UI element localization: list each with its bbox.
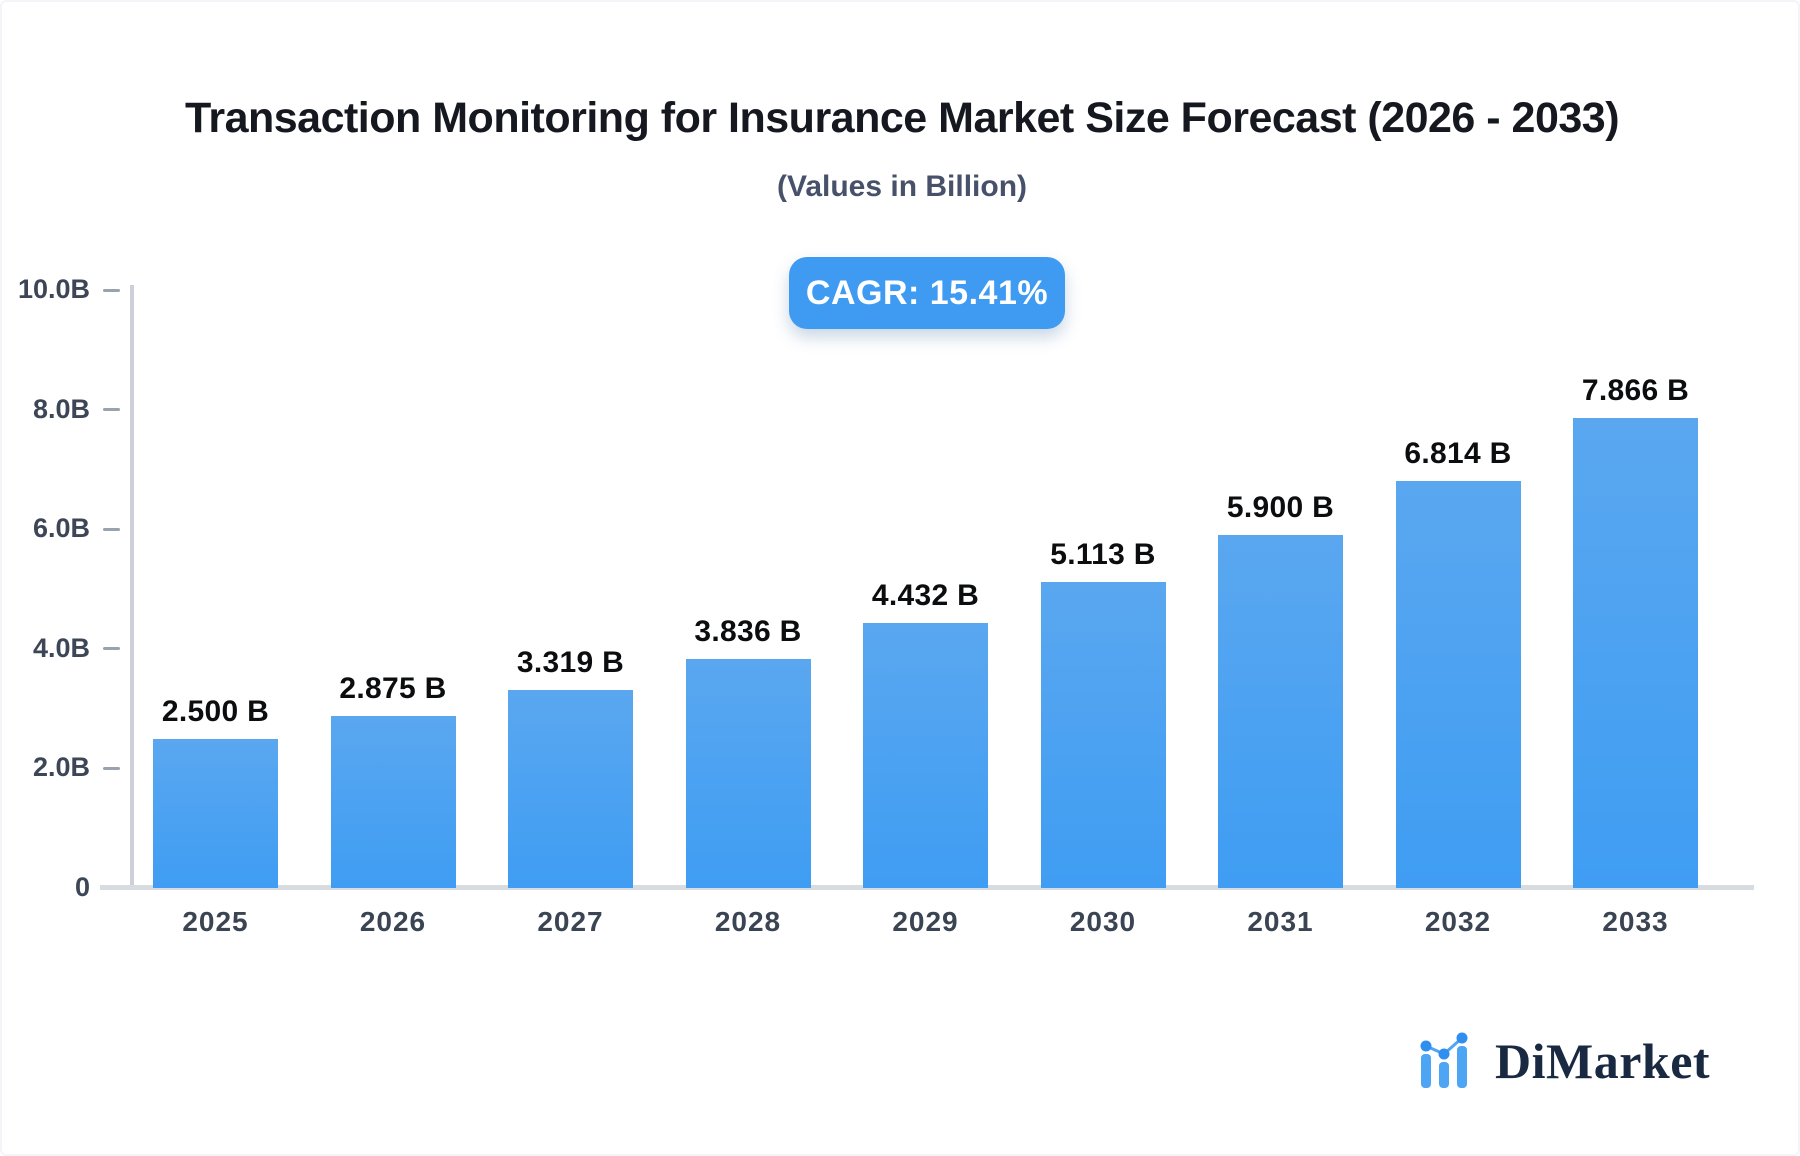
x-axis-label-2031: 2031 — [1247, 906, 1314, 937]
bar-value-label-2026: 2.875 B — [339, 672, 447, 706]
y-tick-label-10.0B: 10.0B — [17, 274, 90, 304]
bar-value-label-2030: 5.113 B — [1050, 538, 1156, 572]
bar-value-label-2028: 3.836 B — [694, 614, 802, 648]
bar-value-label-2032: 6.814 B — [1404, 436, 1512, 470]
x-axis-label-2026: 2026 — [359, 906, 427, 937]
bar-2027 — [508, 689, 633, 888]
y-tick-mark — [103, 408, 120, 412]
bar-2025 — [153, 738, 278, 888]
y-tick-mark — [103, 647, 120, 651]
x-axis-label-2030: 2030 — [1069, 906, 1137, 937]
y-tick-label-8.0B: 8.0B — [32, 393, 90, 424]
bar-value-label-2027: 3.319 B — [516, 645, 625, 679]
bar-2030 — [1040, 582, 1166, 888]
bar-side-face-2033 — [1553, 418, 1573, 888]
bar-side-face-2031 — [1204, 535, 1218, 888]
y-tick-label-4.0B: 4.0B — [32, 632, 90, 663]
bar-2029 — [863, 622, 988, 888]
bar-side-face-2027 — [633, 690, 647, 888]
cagr-badge: CAGR: 15.41% — [789, 257, 1065, 329]
bar-2031 — [1218, 535, 1343, 888]
x-axis-label-2025: 2025 — [182, 906, 249, 937]
x-axis-label-2033: 2033 — [1602, 906, 1669, 937]
bar-value-label-2033: 7.866 B — [1581, 373, 1690, 407]
bar-side-face-2028 — [811, 659, 822, 888]
y-tick-label-6.0B: 6.0B — [32, 513, 90, 544]
bar-side-face-2025 — [278, 739, 298, 889]
bar-value-label-2031: 5.900 B — [1226, 491, 1335, 525]
bar-value-label-2025: 2.500 B — [161, 694, 270, 728]
x-axis-label-2027: 2027 — [537, 906, 604, 937]
bar-2033 — [1573, 417, 1698, 888]
bar-2032 — [1395, 480, 1521, 888]
bar-2026 — [330, 716, 456, 888]
x-axis-label-2032: 2032 — [1424, 906, 1492, 937]
bar-side-face-2030 — [1030, 582, 1041, 888]
x-axis-label-2029: 2029 — [892, 906, 959, 937]
y-tick-mark — [103, 527, 120, 531]
y-tick-label-2.0B: 2.0B — [32, 752, 90, 783]
y-axis-line — [130, 285, 134, 888]
bar-side-face-2026 — [456, 716, 473, 888]
x-axis-label-2028: 2028 — [714, 906, 782, 937]
chart-subtitle: (Values in Billion) — [776, 170, 1028, 203]
y-tick-mark — [103, 766, 120, 770]
brand-logo: DiMarket — [1417, 1032, 1710, 1090]
mini-bar-line-chart-icon — [1420, 1032, 1468, 1088]
brand-name: DiMarket — [1495, 1033, 1711, 1089]
chart-title: Transaction Monitoring for Insurance Mar… — [184, 94, 1620, 142]
cagr-badge-label: CAGR: 15.41% — [805, 273, 1049, 312]
bar-side-face-2032 — [1379, 481, 1396, 888]
y-tick-label-0: 0 — [74, 872, 90, 902]
bar-2028 — [685, 658, 811, 888]
y-tick-mark — [103, 288, 120, 292]
bar-value-label-2029: 4.432 B — [871, 578, 980, 612]
